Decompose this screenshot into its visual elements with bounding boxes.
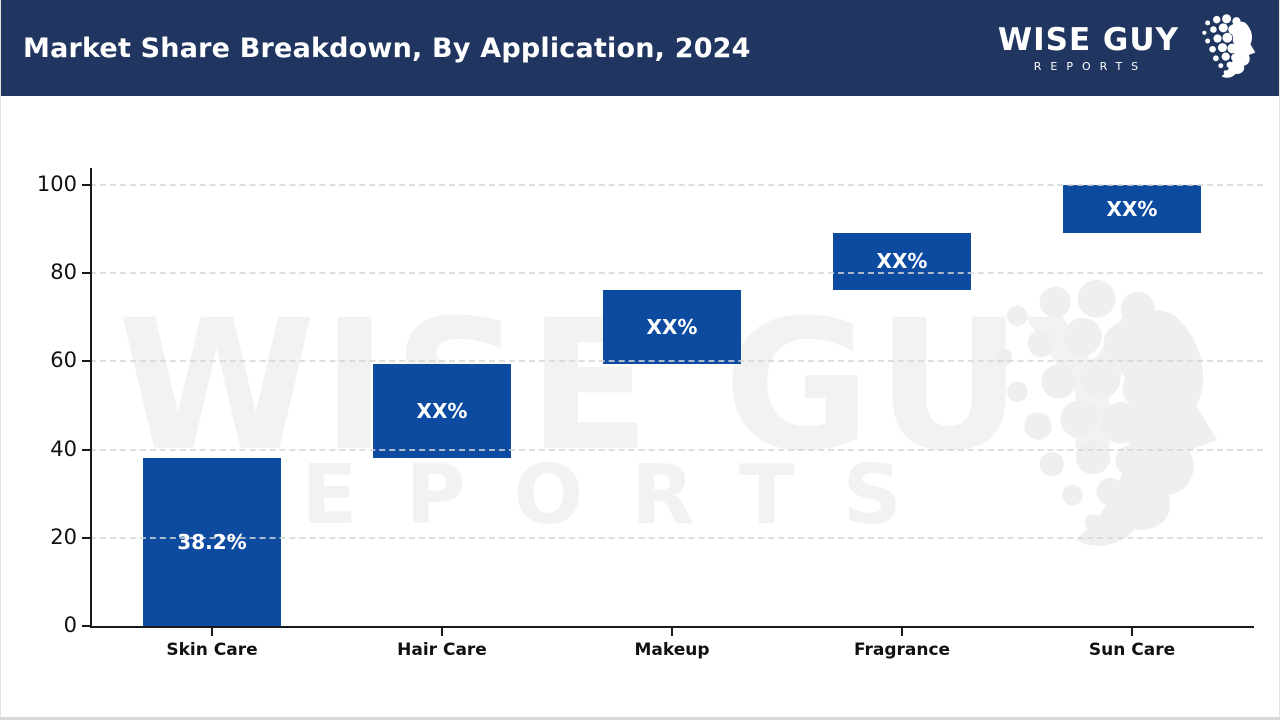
bar-value-label: XX% (416, 398, 468, 423)
y-axis-tick (82, 184, 90, 186)
gridline (90, 272, 1263, 275)
bar-skin-care (143, 457, 281, 626)
x-axis-category-label: Sun Care (1088, 640, 1176, 660)
y-axis-tick-label: 20 (50, 524, 77, 549)
bar-value-label: 38.2% (177, 529, 247, 554)
x-axis-category-label: Hair Care (397, 640, 487, 660)
y-axis-tick-label: 60 (50, 348, 77, 373)
watermark: WISE GUY REPORTS (1, 96, 1279, 717)
x-axis-category-label: Fragrance (853, 640, 951, 660)
page-title: Market Share Breakdown, By Application, … (23, 32, 751, 64)
x-axis-category-label: Makeup (634, 640, 710, 660)
y-axis-tick-label: 80 (50, 260, 77, 285)
bar-hair-care (373, 363, 511, 458)
bar-value-label: XX% (876, 249, 928, 274)
x-axis-category-label: Skin Care (166, 640, 258, 660)
header: Market Share Breakdown, By Application, … (1, 0, 1279, 96)
gridline (90, 536, 1263, 539)
bar-value-label: XX% (646, 314, 698, 339)
x-axis-line (90, 626, 1254, 628)
bar-value-label: XX% (1106, 196, 1158, 221)
x-axis-tick (211, 628, 213, 636)
y-axis-tick-label: 40 (50, 436, 77, 461)
y-axis-tick (82, 360, 90, 363)
logo-wise-guy-text: WISE GUY (997, 21, 1179, 58)
y-axis-tick (82, 625, 90, 627)
watermark-reports-text: REPORTS (190, 448, 950, 543)
logo-text: WISE GUY REPORTS (997, 21, 1179, 73)
y-axis-tick (82, 272, 90, 275)
gridline (90, 360, 1263, 363)
x-axis-tick (901, 628, 903, 636)
y-axis-tick (82, 448, 90, 451)
gridline (90, 448, 1263, 451)
bar-fragrance (833, 232, 971, 290)
x-axis-tick (1131, 628, 1133, 636)
y-axis-tick-label: 100 (36, 172, 77, 196)
bar-makeup (603, 289, 741, 364)
wiseguy-logo: WISE GUY REPORTS (998, 12, 1257, 84)
y-axis-line (90, 168, 92, 628)
bar-sun-care (1063, 185, 1201, 233)
x-axis-tick (441, 628, 443, 636)
logo-reports-text: REPORTS (1033, 59, 1148, 73)
y-axis-tick-label: 0 (63, 613, 77, 637)
x-axis-tick (671, 628, 673, 636)
y-axis-tick (82, 536, 90, 539)
gridline (90, 184, 1263, 186)
